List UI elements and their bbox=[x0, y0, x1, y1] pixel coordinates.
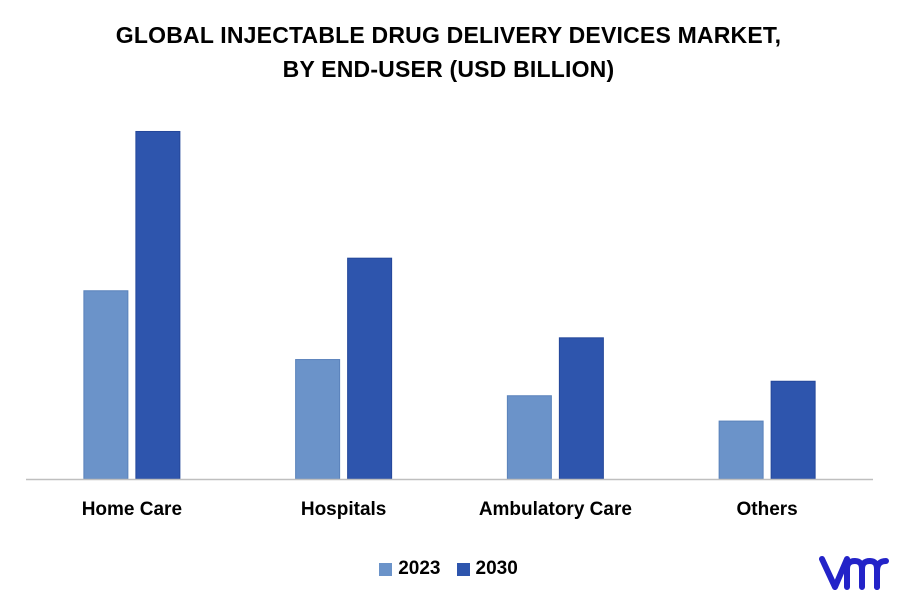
legend-swatch-2023 bbox=[379, 562, 393, 576]
chart-legend: 2023 2030 bbox=[0, 558, 897, 580]
x-tick-label-home-care: Home Care bbox=[82, 499, 182, 520]
bar-2030-others bbox=[770, 380, 816, 480]
bar-2023-home-care bbox=[83, 290, 129, 480]
legend-item-2023: 2023 bbox=[379, 558, 441, 580]
bar-2030-ambulatory-care bbox=[558, 337, 604, 480]
bar-2023-ambulatory-care bbox=[506, 395, 552, 480]
x-tick-label-hospitals: Hospitals bbox=[301, 499, 387, 520]
bar-2023-others bbox=[718, 420, 764, 480]
bar-2030-hospitals bbox=[347, 257, 393, 480]
x-tick-label-ambulatory-care: Ambulatory Care bbox=[479, 499, 632, 520]
legend-swatch-2030 bbox=[456, 562, 470, 576]
bar-2023-hospitals bbox=[295, 359, 341, 480]
vmr-logo-icon bbox=[819, 556, 889, 590]
bar-2030-home-care bbox=[135, 130, 181, 480]
x-tick-label-others: Others bbox=[737, 499, 798, 520]
chart-title-line-2: BY END-USER (USD BILLION) bbox=[282, 56, 615, 82]
chart-title: GLOBAL INJECTABLE DRUG DELIVERY DEVICES … bbox=[0, 18, 897, 86]
legend-label-2030: 2030 bbox=[475, 558, 518, 579]
legend-label-2023: 2023 bbox=[398, 558, 441, 579]
chart-title-line-1: GLOBAL INJECTABLE DRUG DELIVERY DEVICES … bbox=[115, 22, 782, 48]
legend-item-2030: 2030 bbox=[456, 558, 518, 580]
